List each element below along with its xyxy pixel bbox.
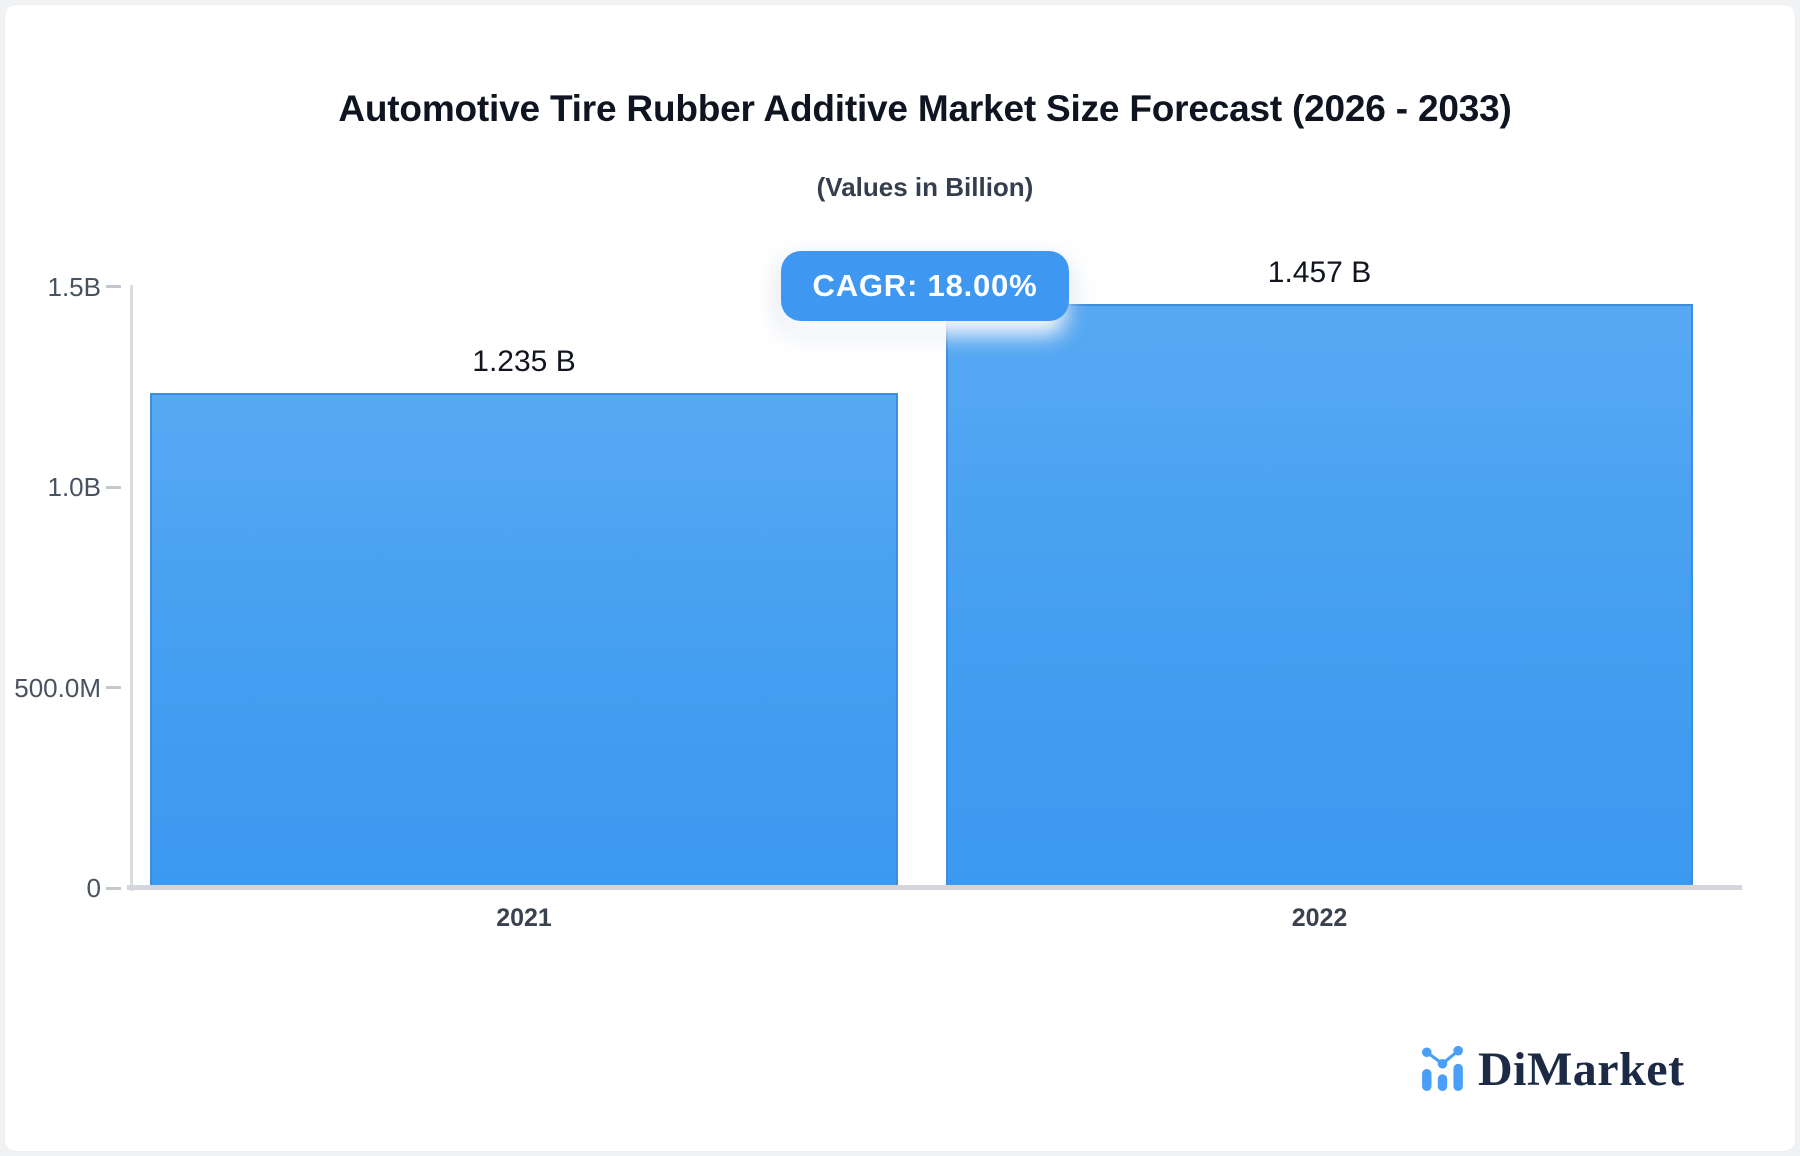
y-axis-tick-label: 0 [86, 873, 101, 903]
y-axis-line [130, 285, 133, 891]
y-axis-tick-label: 500.0M [14, 672, 101, 703]
y-axis-tick-mark [106, 886, 121, 890]
bar-value-label-2022: 1.457 B [1267, 256, 1372, 290]
chart-title: Automotive Tire Rubber Additive Market S… [338, 88, 1512, 129]
y-axis-tick-label: 1.0B [47, 472, 102, 503]
bar-2022[interactable] [946, 304, 1693, 888]
y-axis-tick-mark [106, 485, 121, 489]
cagr-badge: CAGR: 18.00% [780, 251, 1070, 321]
cagr-badge-row: CAGR: 18.00% [50, 251, 1800, 321]
bar-line-chart-icon [1421, 1046, 1463, 1091]
dimarket-logo: DiMarket [1420, 1038, 1685, 1100]
y-axis-tick-label: 1.5B [47, 271, 102, 302]
y-axis-tick-mark [106, 285, 121, 289]
chart-subtitle: (Values in Billion) [816, 172, 1034, 202]
y-axis-tick-mark [106, 686, 121, 690]
cagr-badge-label: CAGR: 18.00% [812, 268, 1038, 303]
x-axis-label-2021: 2021 [496, 904, 552, 932]
bar-value-label-2021: 1.235 B [472, 345, 576, 379]
dimarket-logo-text: DiMarket [1478, 1042, 1685, 1096]
x-axis-label-2022: 2022 [1291, 904, 1348, 932]
x-axis-baseline [127, 885, 1742, 890]
bar-2021[interactable] [150, 393, 898, 888]
